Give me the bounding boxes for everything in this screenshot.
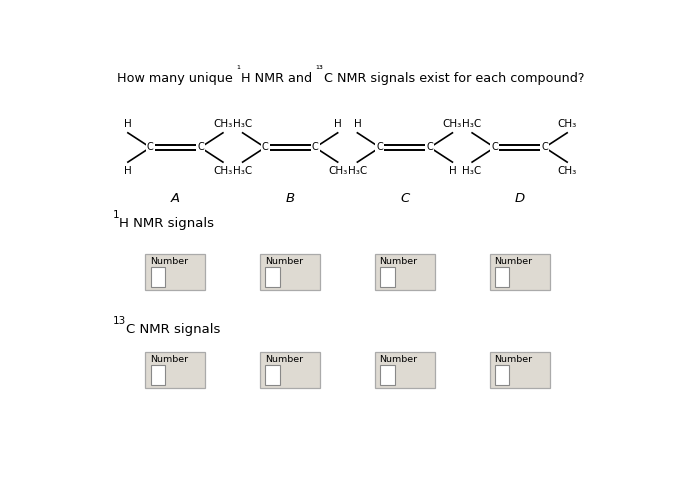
Text: ¹: ¹ bbox=[237, 65, 241, 75]
Bar bbox=[490, 254, 550, 290]
Text: C NMR signals: C NMR signals bbox=[126, 323, 221, 336]
Text: C: C bbox=[376, 143, 383, 152]
Text: H₃C: H₃C bbox=[462, 166, 482, 176]
Text: Number: Number bbox=[380, 257, 418, 266]
Text: H: H bbox=[448, 166, 456, 176]
Text: C: C bbox=[312, 143, 318, 152]
Text: B: B bbox=[285, 192, 295, 205]
Text: H NMR signals: H NMR signals bbox=[119, 217, 215, 230]
Text: C: C bbox=[262, 143, 269, 152]
Text: CH₃: CH₃ bbox=[557, 166, 577, 176]
Text: CH₃: CH₃ bbox=[328, 166, 347, 176]
Bar bbox=[490, 352, 550, 388]
Text: C: C bbox=[197, 143, 204, 152]
Text: H₃C: H₃C bbox=[462, 119, 482, 129]
Text: C: C bbox=[147, 143, 153, 152]
Text: C: C bbox=[491, 143, 498, 152]
Text: H NMR and: H NMR and bbox=[241, 72, 316, 85]
Bar bbox=[375, 254, 435, 290]
Text: ¹³: ¹³ bbox=[316, 65, 324, 75]
Bar bbox=[260, 352, 320, 388]
Bar bbox=[151, 267, 166, 287]
Text: H: H bbox=[353, 119, 361, 129]
Text: Number: Number bbox=[495, 355, 532, 364]
Text: 1: 1 bbox=[113, 211, 119, 220]
Text: Number: Number bbox=[150, 355, 188, 364]
Text: CH₃: CH₃ bbox=[443, 119, 462, 129]
Text: H₃C: H₃C bbox=[233, 119, 252, 129]
Bar bbox=[380, 267, 395, 287]
Text: C: C bbox=[400, 192, 409, 205]
Text: H: H bbox=[334, 119, 341, 129]
Bar bbox=[495, 366, 509, 385]
Bar bbox=[145, 254, 205, 290]
Text: How many unique: How many unique bbox=[117, 72, 237, 85]
Text: H₃C: H₃C bbox=[233, 166, 252, 176]
Bar bbox=[145, 352, 205, 388]
Text: C: C bbox=[541, 143, 548, 152]
Bar bbox=[265, 366, 280, 385]
Text: Number: Number bbox=[380, 355, 418, 364]
Text: Number: Number bbox=[265, 355, 303, 364]
Text: CH₃: CH₃ bbox=[213, 119, 233, 129]
Text: Number: Number bbox=[495, 257, 532, 266]
Text: C: C bbox=[427, 143, 433, 152]
Text: H: H bbox=[124, 119, 132, 129]
Text: Number: Number bbox=[150, 257, 188, 266]
Bar bbox=[375, 352, 435, 388]
Bar bbox=[495, 267, 509, 287]
Text: 13: 13 bbox=[113, 316, 126, 326]
Text: A: A bbox=[171, 192, 180, 205]
Text: CH₃: CH₃ bbox=[213, 166, 233, 176]
Text: D: D bbox=[515, 192, 525, 205]
Bar bbox=[265, 267, 280, 287]
Text: C NMR signals exist for each compound?: C NMR signals exist for each compound? bbox=[324, 72, 584, 85]
Text: Number: Number bbox=[265, 257, 303, 266]
Bar bbox=[380, 366, 395, 385]
Text: H: H bbox=[124, 166, 132, 176]
Text: H₃C: H₃C bbox=[348, 166, 367, 176]
Text: CH₃: CH₃ bbox=[557, 119, 577, 129]
Bar bbox=[260, 254, 320, 290]
Bar bbox=[151, 366, 166, 385]
